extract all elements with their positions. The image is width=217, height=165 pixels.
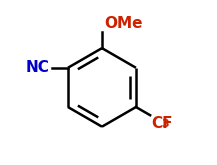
Text: OMe: OMe [104, 16, 143, 31]
Text: 3: 3 [161, 119, 169, 129]
Text: CF: CF [151, 116, 173, 131]
Text: NC: NC [26, 60, 50, 75]
